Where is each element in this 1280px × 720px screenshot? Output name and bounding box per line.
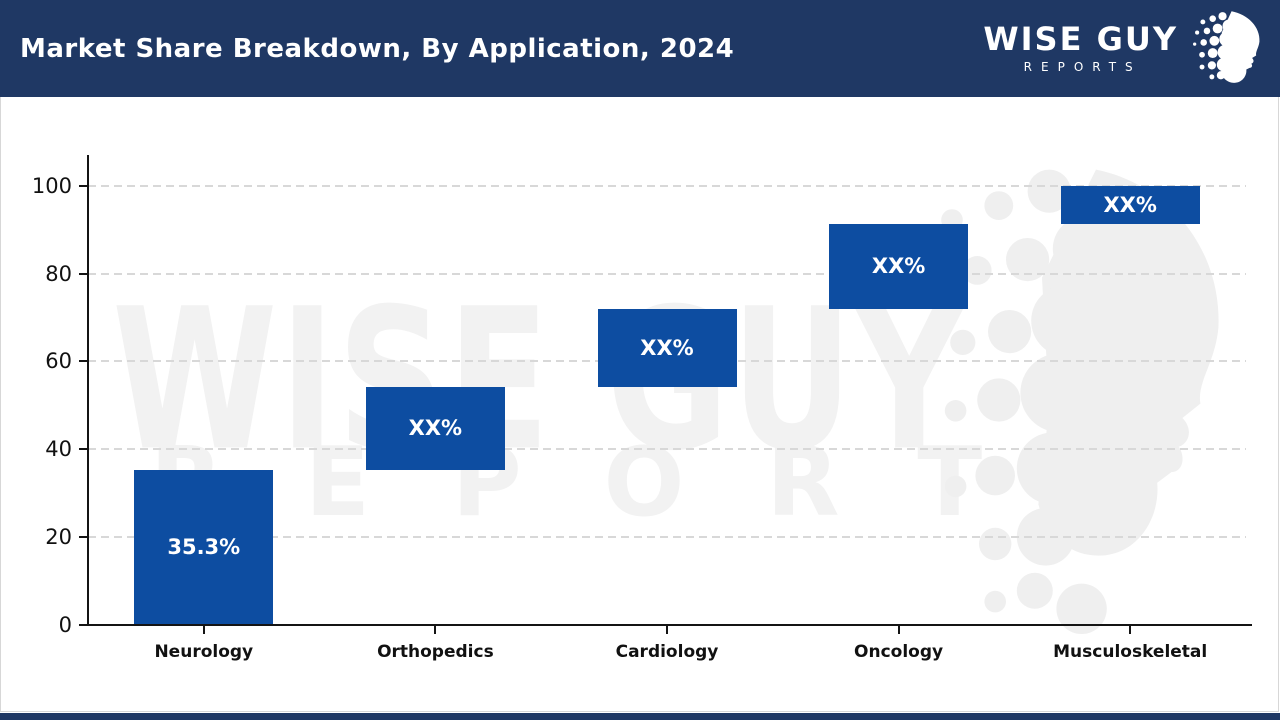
x-axis-label-cardiology: Cardiology <box>615 642 719 662</box>
y-tick-label: 60 <box>45 349 72 374</box>
y-tick-mark <box>79 536 88 539</box>
y-tick-mark <box>79 448 88 451</box>
y-tick-mark <box>79 624 88 626</box>
bar-oncology: XX% <box>829 223 969 309</box>
bar-neurology: 35.3% <box>134 469 274 625</box>
gridline-y-80 <box>88 272 1246 275</box>
y-axis-line <box>87 155 89 626</box>
x-axis-line <box>86 624 1252 626</box>
y-tick-mark <box>79 184 88 187</box>
footer-bar <box>0 713 1280 720</box>
y-tick-mark <box>79 272 88 275</box>
y-tick-label: 20 <box>45 525 72 550</box>
x-tick-mark <box>1129 626 1132 634</box>
header-bar: Market Share Breakdown, By Application, … <box>0 0 1280 97</box>
bar-value-label: XX% <box>408 416 463 441</box>
chart-title: Market Share Breakdown, By Application, … <box>20 33 735 64</box>
y-tick-mark <box>79 360 88 363</box>
bar-orthopedics: XX% <box>365 386 505 470</box>
y-tick-label: 80 <box>45 261 72 286</box>
bar-value-label: 35.3% <box>167 535 241 560</box>
x-tick-mark <box>897 626 900 634</box>
y-tick-label: 0 <box>58 613 72 637</box>
brand-head-icon <box>1193 10 1260 83</box>
gridline-y-20 <box>88 536 1246 539</box>
x-tick-mark <box>202 626 205 634</box>
x-tick-mark <box>434 626 437 634</box>
x-axis-label-neurology: Neurology <box>154 642 254 662</box>
brand-name: WISE GUY <box>983 20 1178 58</box>
y-tick-label: 40 <box>45 437 72 462</box>
plot-area: 0 20 40 60 80 100 35.3% Neurology XX% Orthopedics… <box>32 155 1252 662</box>
x-tick-mark <box>666 626 668 634</box>
x-axis-label-musculoskeletal: Musculoskeletal <box>1053 642 1208 662</box>
brand-subtitle: REPORTS <box>1023 60 1142 74</box>
gridline-y-40 <box>88 448 1246 451</box>
bar-value-label: XX% <box>871 254 926 279</box>
y-tick-label: 100 <box>31 173 72 198</box>
x-axis-label-orthopedics: Orthopedics <box>377 642 494 662</box>
x-axis-label-oncology: Oncology <box>854 642 944 662</box>
brand-logo-text: WISE GUY REPORTS <box>983 23 1178 74</box>
bar-value-label: XX% <box>640 335 694 360</box>
brand-logo: WISE GUY REPORTS <box>983 8 1266 90</box>
bar-cardiology: XX% <box>597 308 737 387</box>
gridline-y-100 <box>88 184 1246 187</box>
bar-value-label: XX% <box>1103 192 1157 217</box>
bar-musculoskeletal: XX% <box>1060 185 1200 224</box>
